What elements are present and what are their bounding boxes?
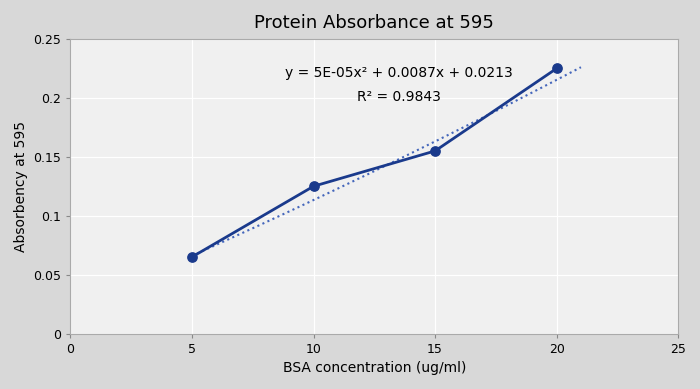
Point <box>308 183 319 189</box>
Text: R² = 0.9843: R² = 0.9843 <box>357 90 440 104</box>
Text: y = 5E-05x² + 0.0087x + 0.0213: y = 5E-05x² + 0.0087x + 0.0213 <box>285 66 512 80</box>
Y-axis label: Absorbency at 595: Absorbency at 595 <box>14 121 28 252</box>
Point <box>430 148 441 154</box>
Point <box>186 254 197 260</box>
Title: Protein Absorbance at 595: Protein Absorbance at 595 <box>254 14 494 32</box>
X-axis label: BSA concentration (ug/ml): BSA concentration (ug/ml) <box>283 361 466 375</box>
Point <box>551 65 562 72</box>
